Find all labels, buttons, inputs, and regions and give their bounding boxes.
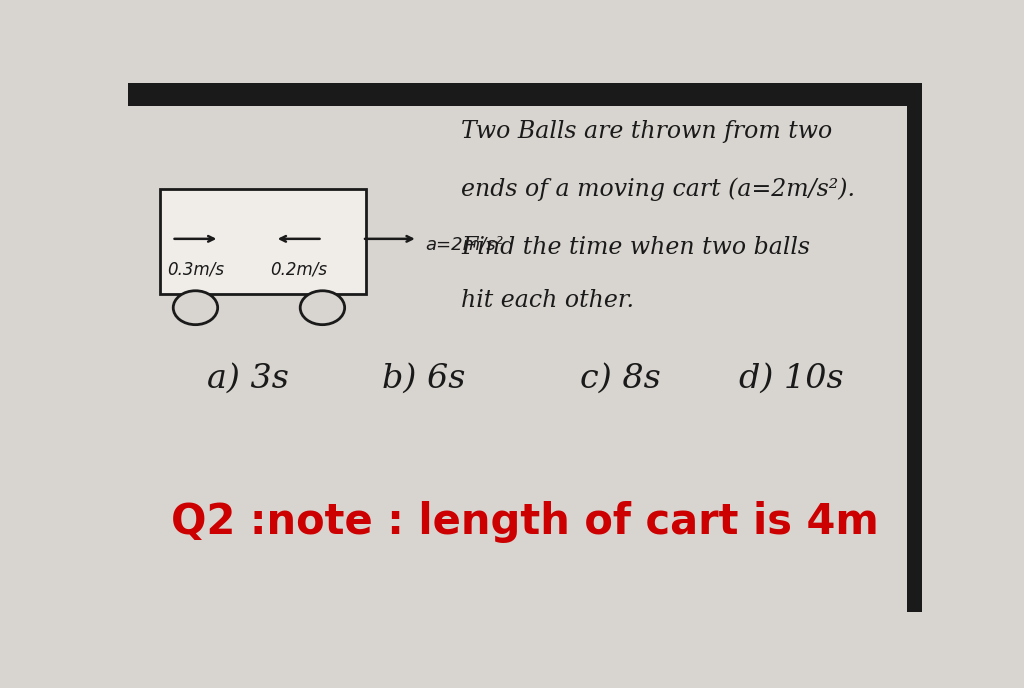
Text: hit each other.: hit each other. (461, 289, 634, 312)
Text: b) 6s: b) 6s (382, 363, 465, 395)
Text: c) 8s: c) 8s (581, 363, 662, 395)
Text: a) 3s: a) 3s (207, 363, 289, 395)
Ellipse shape (173, 291, 218, 325)
Text: ends of a moving cart (a=2m/s²).: ends of a moving cart (a=2m/s²). (461, 178, 855, 202)
Bar (907, 83, 922, 612)
Text: Two Balls are thrown from two: Two Balls are thrown from two (461, 120, 833, 142)
Bar (160, 189, 367, 294)
Bar (128, 83, 922, 107)
Text: d) 10s: d) 10s (739, 363, 844, 395)
Text: a=2m/s²: a=2m/s² (426, 235, 504, 253)
Ellipse shape (300, 291, 345, 325)
Text: 0.3m/s: 0.3m/s (167, 260, 224, 278)
Text: 0.2m/s: 0.2m/s (270, 260, 327, 278)
Text: Find the time when two balls: Find the time when two balls (461, 236, 810, 259)
Text: Q2 :note : length of cart is 4m: Q2 :note : length of cart is 4m (171, 502, 879, 544)
